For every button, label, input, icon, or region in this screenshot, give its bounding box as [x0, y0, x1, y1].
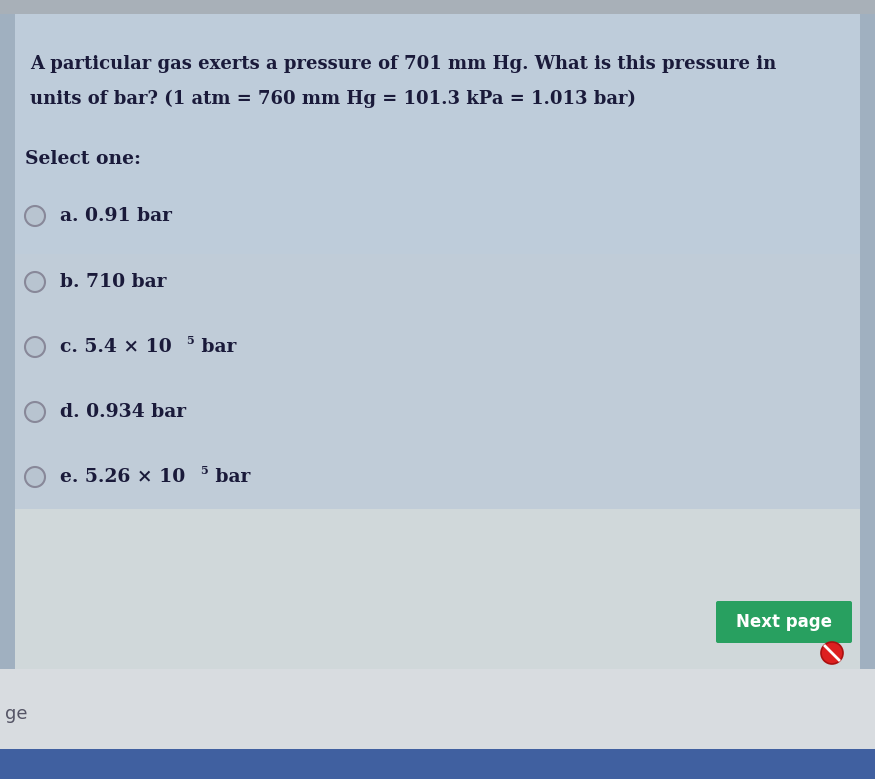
Bar [860, 14, 875, 669]
Bar [0, 14, 15, 669]
Bar [0, 749, 875, 779]
Bar [15, 14, 860, 259]
Text: ge: ge [5, 705, 27, 723]
Text: 5: 5 [186, 334, 193, 346]
FancyBboxPatch shape [716, 601, 852, 643]
Bar [15, 509, 860, 669]
Text: units of bar? (1 atm = 760 mm Hg = 101.3 kPa = 1.013 bar): units of bar? (1 atm = 760 mm Hg = 101.3… [30, 90, 636, 108]
Text: e. 5.26 × 10: e. 5.26 × 10 [60, 468, 186, 486]
Circle shape [25, 337, 45, 357]
Circle shape [25, 272, 45, 292]
Text: Next page: Next page [736, 613, 832, 631]
Text: b. 710 bar: b. 710 bar [60, 273, 166, 291]
Text: a. 0.91 bar: a. 0.91 bar [60, 207, 172, 225]
Text: A particular gas exerts a pressure of 701 mm Hg. What is this pressure in: A particular gas exerts a pressure of 70… [30, 55, 776, 73]
Text: Select one:: Select one: [25, 150, 141, 168]
Text: bar: bar [209, 468, 250, 486]
Text: 5: 5 [200, 464, 207, 475]
Text: d. 0.934 bar: d. 0.934 bar [60, 403, 186, 421]
Circle shape [25, 402, 45, 422]
Circle shape [25, 467, 45, 487]
Bar [15, 254, 860, 514]
Text: bar: bar [195, 338, 236, 356]
Bar [0, 634, 875, 749]
Bar [0, 0, 875, 17]
Circle shape [25, 206, 45, 226]
Text: c. 5.4 × 10: c. 5.4 × 10 [60, 338, 172, 356]
Circle shape [821, 642, 843, 664]
